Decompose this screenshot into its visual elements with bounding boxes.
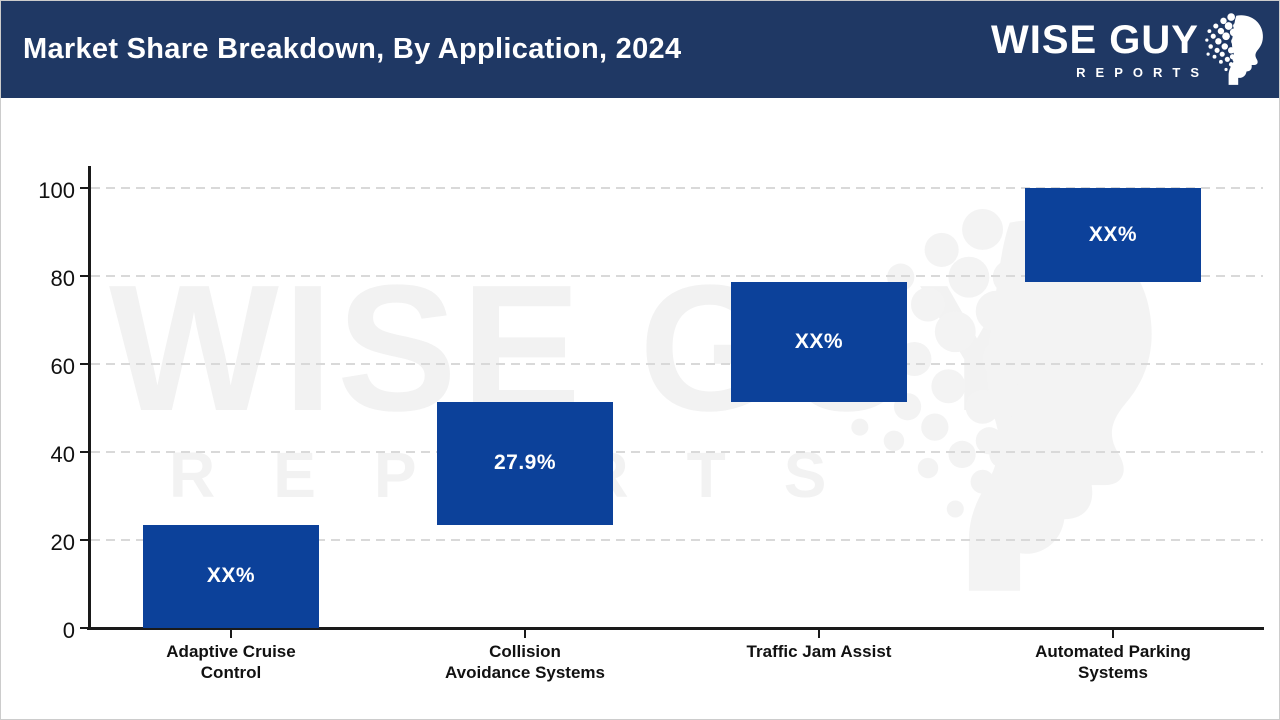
x-category-label: Automated Parking Systems: [973, 641, 1253, 684]
x-category-label-line: Automated Parking: [1035, 642, 1191, 661]
gridline: [91, 187, 1263, 189]
bar-value-label: XX%: [794, 329, 844, 353]
wiseguy-logo: WISE GUY REPORTS: [991, 8, 1267, 92]
logo-text: WISE GUY REPORTS: [991, 20, 1199, 79]
x-category-label: Traffic Jam Assist: [679, 641, 959, 662]
x-category-label-line: Collision: [489, 642, 561, 661]
y-tick-mark: [80, 363, 88, 365]
x-category-label-line: Avoidance Systems: [445, 663, 605, 683]
header-bar: Market Share Breakdown, By Application, …: [1, 1, 1279, 98]
page-title: Market Share Breakdown, By Application, …: [23, 33, 682, 65]
y-tick-label: 20: [50, 530, 75, 555]
x-category-label-line: Traffic Jam Assist: [746, 642, 892, 661]
bar-segment-3: XX%: [1025, 188, 1201, 283]
y-tick-label: 0: [62, 618, 75, 643]
x-category-label-line: Adaptive Cruise: [166, 642, 296, 661]
x-category-label: Collision Avoidance Systems: [385, 641, 665, 684]
x-category-label-line: Systems: [1078, 663, 1148, 683]
bar-value-label: XX%: [1088, 223, 1138, 247]
bar-segment-2: XX%: [731, 282, 907, 402]
x-tick-mark: [1112, 629, 1114, 638]
y-tick-mark: [80, 627, 88, 629]
gridline: [91, 451, 1263, 453]
bar-value-label: XX%: [206, 564, 256, 588]
y-tick-mark: [80, 451, 88, 453]
y-tick-mark: [80, 187, 88, 189]
x-tick-mark: [230, 629, 232, 638]
x-category-label: Adaptive Cruise Control: [91, 641, 371, 684]
bar-segment-0: XX%: [143, 524, 319, 628]
y-tick-label: 80: [50, 266, 75, 291]
y-tick-mark: [80, 275, 88, 277]
logo-name-text: WISE GUY: [990, 18, 1199, 62]
y-axis-line: [88, 166, 91, 630]
x-tick-mark: [524, 629, 526, 638]
y-tick-label: 40: [50, 442, 75, 467]
bar-value-label: 27.9%: [493, 451, 557, 475]
x-tick-mark: [818, 629, 820, 638]
y-tick-mark: [80, 539, 88, 541]
x-axis-line: [87, 627, 1264, 630]
x-category-label-line: Control: [200, 663, 262, 683]
logo-sub-text: REPORTS: [1076, 65, 1209, 80]
bar-segment-1: 27.9%: [437, 401, 613, 525]
gridline: [91, 363, 1263, 365]
gridline: [91, 275, 1263, 277]
y-tick-label: 100: [38, 178, 75, 203]
y-tick-label: 60: [50, 354, 75, 379]
gridline: [91, 539, 1263, 541]
